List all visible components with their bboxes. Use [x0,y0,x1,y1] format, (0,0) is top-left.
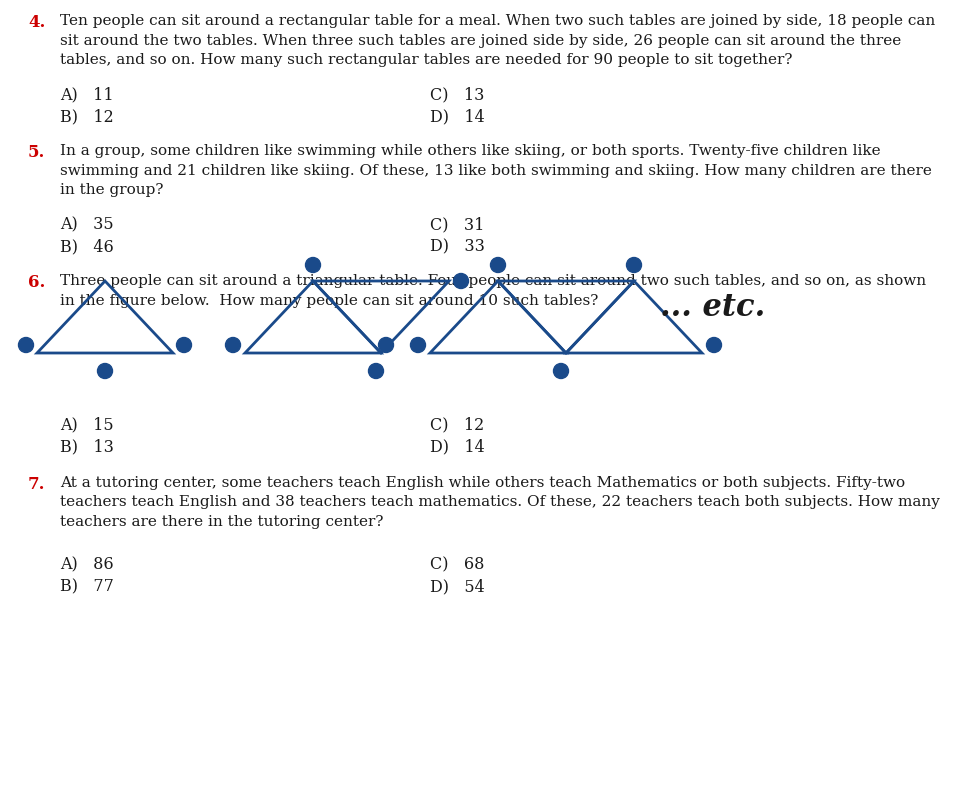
Circle shape [368,364,384,379]
Circle shape [706,338,722,353]
Text: D)   33: D) 33 [430,238,484,255]
Text: Ten people can sit around a rectangular table for a meal. When two such tables a: Ten people can sit around a rectangular … [60,14,935,67]
Text: A)   15: A) 15 [60,415,113,433]
Text: C)   12: C) 12 [430,415,484,433]
Circle shape [305,259,321,273]
Circle shape [18,338,34,353]
Text: A)   86: A) 86 [60,556,113,573]
Text: In a group, some children like swimming while others like skiing, or both sports: In a group, some children like swimming … [60,144,932,197]
Text: B)   12: B) 12 [60,108,113,124]
Text: 5.: 5. [28,144,46,161]
Text: B)   46: B) 46 [60,238,113,255]
Text: 6.: 6. [28,274,46,291]
Circle shape [453,274,468,289]
Text: B)   77: B) 77 [60,577,114,594]
Text: A)   11: A) 11 [60,86,113,103]
Text: ... etc.: ... etc. [660,292,766,323]
Text: 4.: 4. [28,14,46,31]
Text: D)   54: D) 54 [430,577,484,594]
Text: A)   35: A) 35 [60,216,113,233]
Circle shape [411,338,425,353]
Circle shape [627,259,641,273]
Text: B)   13: B) 13 [60,438,114,454]
Circle shape [98,364,112,379]
Circle shape [226,338,240,353]
Text: C)   68: C) 68 [430,556,484,573]
Text: 7.: 7. [28,475,46,492]
Circle shape [379,338,393,353]
Circle shape [176,338,192,353]
Circle shape [553,364,569,379]
Circle shape [490,259,506,273]
Text: D)   14: D) 14 [430,438,484,454]
Text: At a tutoring center, some teachers teach English while others teach Mathematics: At a tutoring center, some teachers teac… [60,475,940,528]
Text: C)   31: C) 31 [430,216,484,233]
Text: C)   13: C) 13 [430,86,484,103]
Text: D)   14: D) 14 [430,108,484,124]
Text: Three people can sit around a triangular table. Four people can sit around two s: Three people can sit around a triangular… [60,274,926,307]
